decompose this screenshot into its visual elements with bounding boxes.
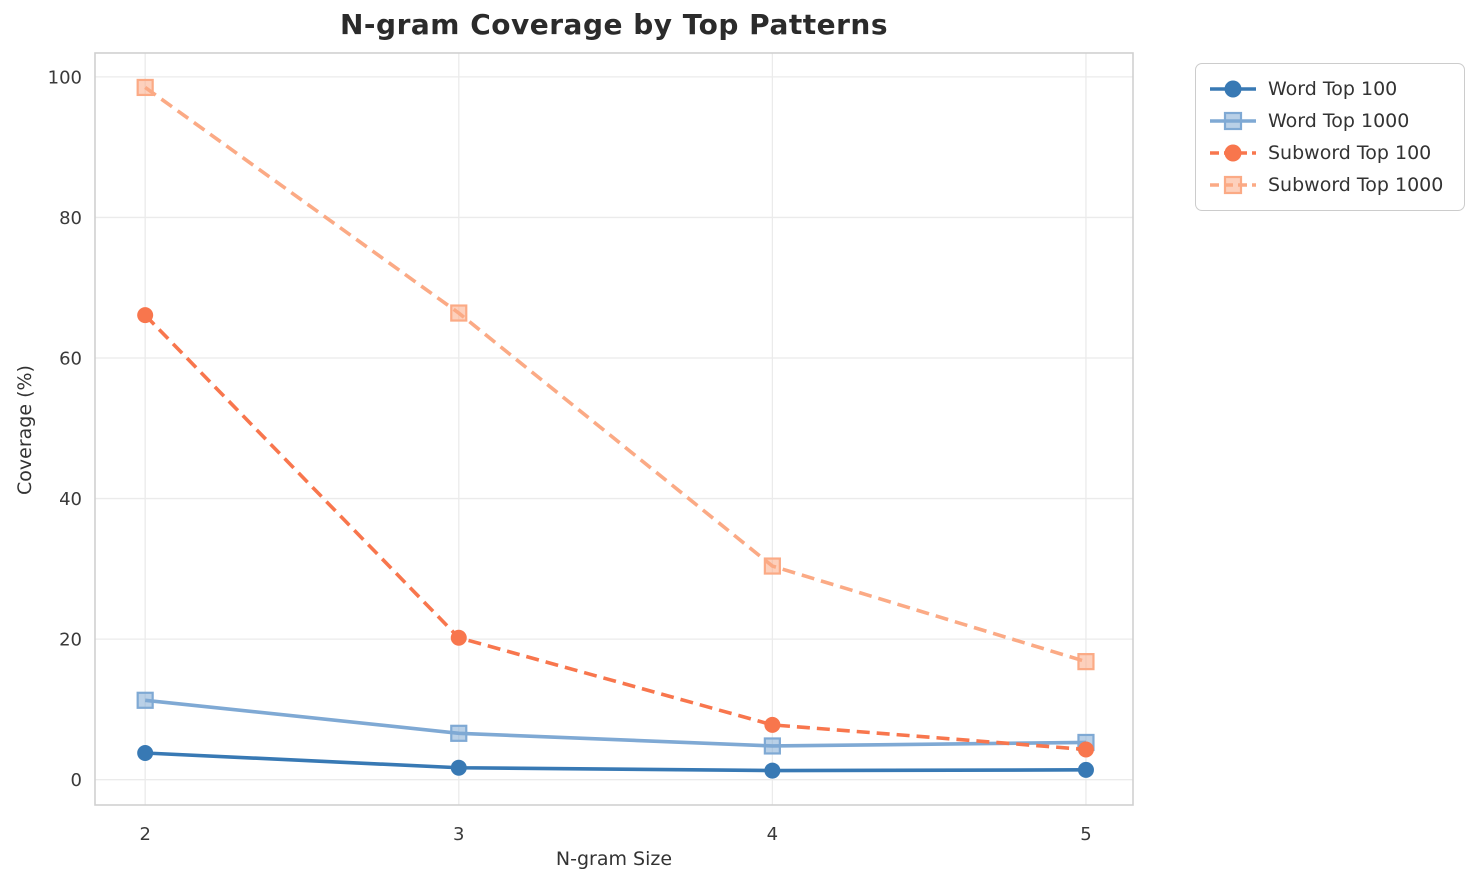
marker-subword-top-100-x5 [1077, 741, 1094, 758]
y-axis-label: Coverage (%) [14, 365, 36, 495]
x-axis-label: N-gram Size [555, 848, 673, 870]
marker-word-top-100-x3 [450, 759, 467, 776]
legend-item-subword-top-100: Subword Top 100 [1208, 138, 1452, 168]
x-tick-label-5: 5 [1080, 824, 1091, 845]
legend-item-word-top-100: Word Top 100 [1208, 74, 1452, 104]
x-tick-label-3: 3 [453, 824, 464, 845]
legend-item-subword-top-1000: Subword Top 1000 [1208, 170, 1452, 200]
legend-label-word-top-100: Word Top 100 [1268, 78, 1398, 100]
marker-word-top-100-x2 [137, 744, 154, 761]
y-tick-label-40: 40 [59, 489, 82, 510]
legend-marker-subword-top-100 [1210, 144, 1256, 162]
marker-subword-top-1000-x5 [1077, 653, 1095, 671]
legend-marker-word-top-100 [1210, 80, 1256, 98]
legend-item-word-top-1000: Word Top 1000 [1208, 106, 1452, 136]
y-tick-label-20: 20 [59, 630, 82, 651]
chart-title: N-gram Coverage by Top Patterns [339, 8, 889, 41]
y-tick-label-100: 100 [48, 67, 82, 88]
y-tick-label-80: 80 [59, 208, 82, 229]
plot-border [94, 52, 1134, 806]
marker-word-top-1000-x2 [136, 691, 154, 709]
legend-marker-subword-top-1000 [1210, 175, 1256, 195]
series-line-subword-top-1000 [144, 85, 1087, 664]
series-line-subword-top-100 [143, 313, 1087, 752]
marker-subword-top-1000-x4 [763, 557, 781, 575]
legend-label-word-top-1000: Word Top 1000 [1268, 110, 1410, 132]
marker-word-top-100-x4 [764, 762, 781, 779]
marker-subword-top-100-x4 [764, 716, 781, 733]
legend-label-subword-top-100: Subword Top 100 [1268, 142, 1432, 164]
marker-subword-top-1000-x3 [450, 304, 468, 322]
series-line-word-top-1000 [144, 698, 1086, 748]
marker-subword-top-100-x3 [450, 629, 467, 646]
marker-word-top-1000-x3 [450, 724, 468, 742]
marker-subword-top-1000-x2 [136, 78, 154, 97]
series-line-word-top-100 [145, 751, 1086, 773]
legend-label-subword-top-1000: Subword Top 1000 [1268, 174, 1444, 196]
marker-word-top-100-x5 [1077, 761, 1094, 778]
x-tick-label-2: 2 [139, 824, 150, 845]
legend: Word Top 100 Word Top 1000 Subword Top 100… [1195, 63, 1465, 211]
x-tick-label-4: 4 [767, 824, 778, 845]
marker-word-top-1000-x4 [763, 737, 781, 755]
marker-subword-top-100-x2 [137, 307, 154, 324]
legend-marker-word-top-1000 [1210, 111, 1256, 131]
y-tick-label-0: 0 [71, 770, 82, 791]
y-tick-label-60: 60 [59, 349, 82, 370]
